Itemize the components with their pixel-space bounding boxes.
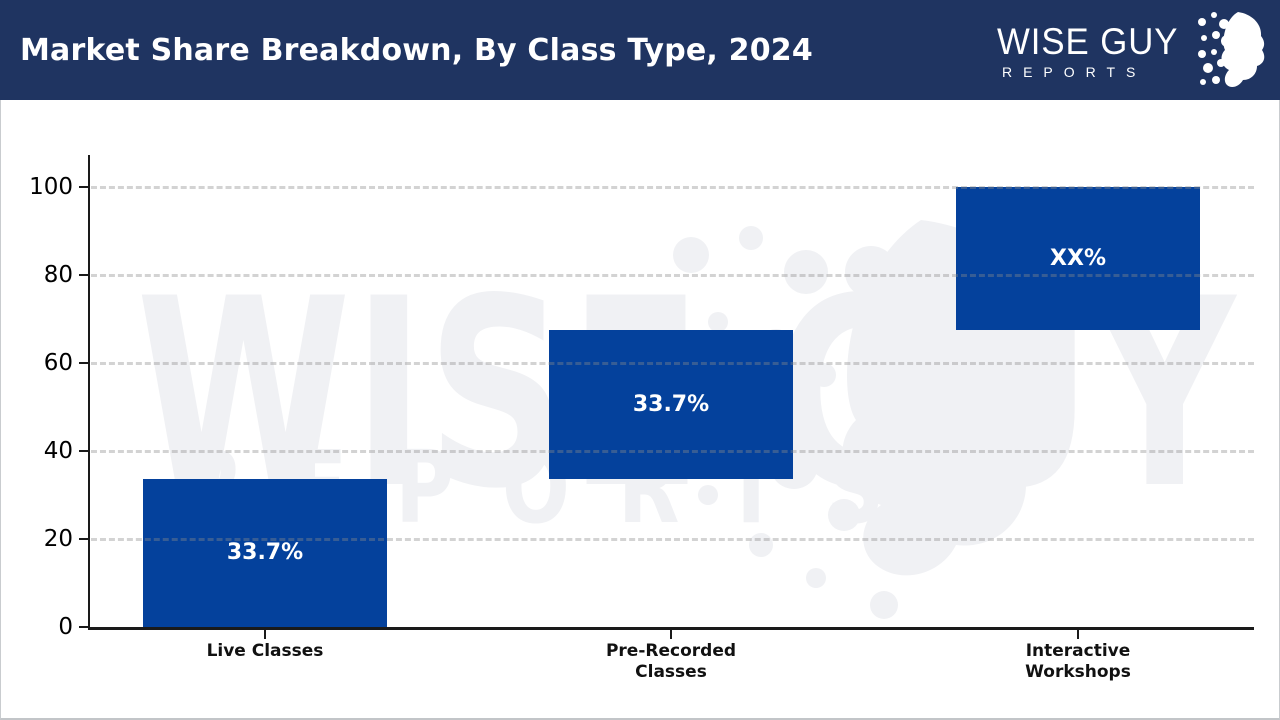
axis-labels-layer: 0 20 40 60 80 100 Live Classes Pre-Recorded Cla… bbox=[1, 100, 1279, 718]
y-tick-label: 80 bbox=[43, 262, 73, 288]
y-tick-label: 100 bbox=[29, 174, 73, 200]
chart-title: Market Share Breakdown, By Class Type, 2… bbox=[20, 32, 813, 68]
wiseguy-head-icon bbox=[1198, 12, 1265, 88]
y-tick-label: 60 bbox=[43, 350, 73, 376]
x-category-label: Live Classes bbox=[206, 641, 324, 661]
bar-value-label: 33.7% bbox=[226, 540, 304, 566]
logo-wordmark: WISE GUY REPORTS bbox=[997, 21, 1190, 80]
y-tick-label: 0 bbox=[58, 614, 73, 640]
y-tick-label: 20 bbox=[43, 526, 73, 552]
bar: 33.7% bbox=[549, 330, 793, 479]
wiseguy-logo: WISE GUY REPORTS bbox=[997, 6, 1266, 94]
header-bar: Market Share Breakdown, By Class Type, 2… bbox=[0, 0, 1280, 100]
logo-reports-text: REPORTS bbox=[1001, 63, 1147, 80]
logo-wiseguy-text: WISE GUY bbox=[996, 20, 1179, 62]
x-category-label: Pre-Recorded Classes bbox=[605, 641, 737, 683]
x-category-label: Interactive Workshops bbox=[1025, 641, 1131, 683]
chart-area: WISE GUY REPORTS 33.7% 33.7% XX% 0 20 40 60 8 bbox=[0, 100, 1280, 720]
y-tick-label: 40 bbox=[43, 438, 73, 464]
bar: 33.7% bbox=[143, 478, 387, 627]
